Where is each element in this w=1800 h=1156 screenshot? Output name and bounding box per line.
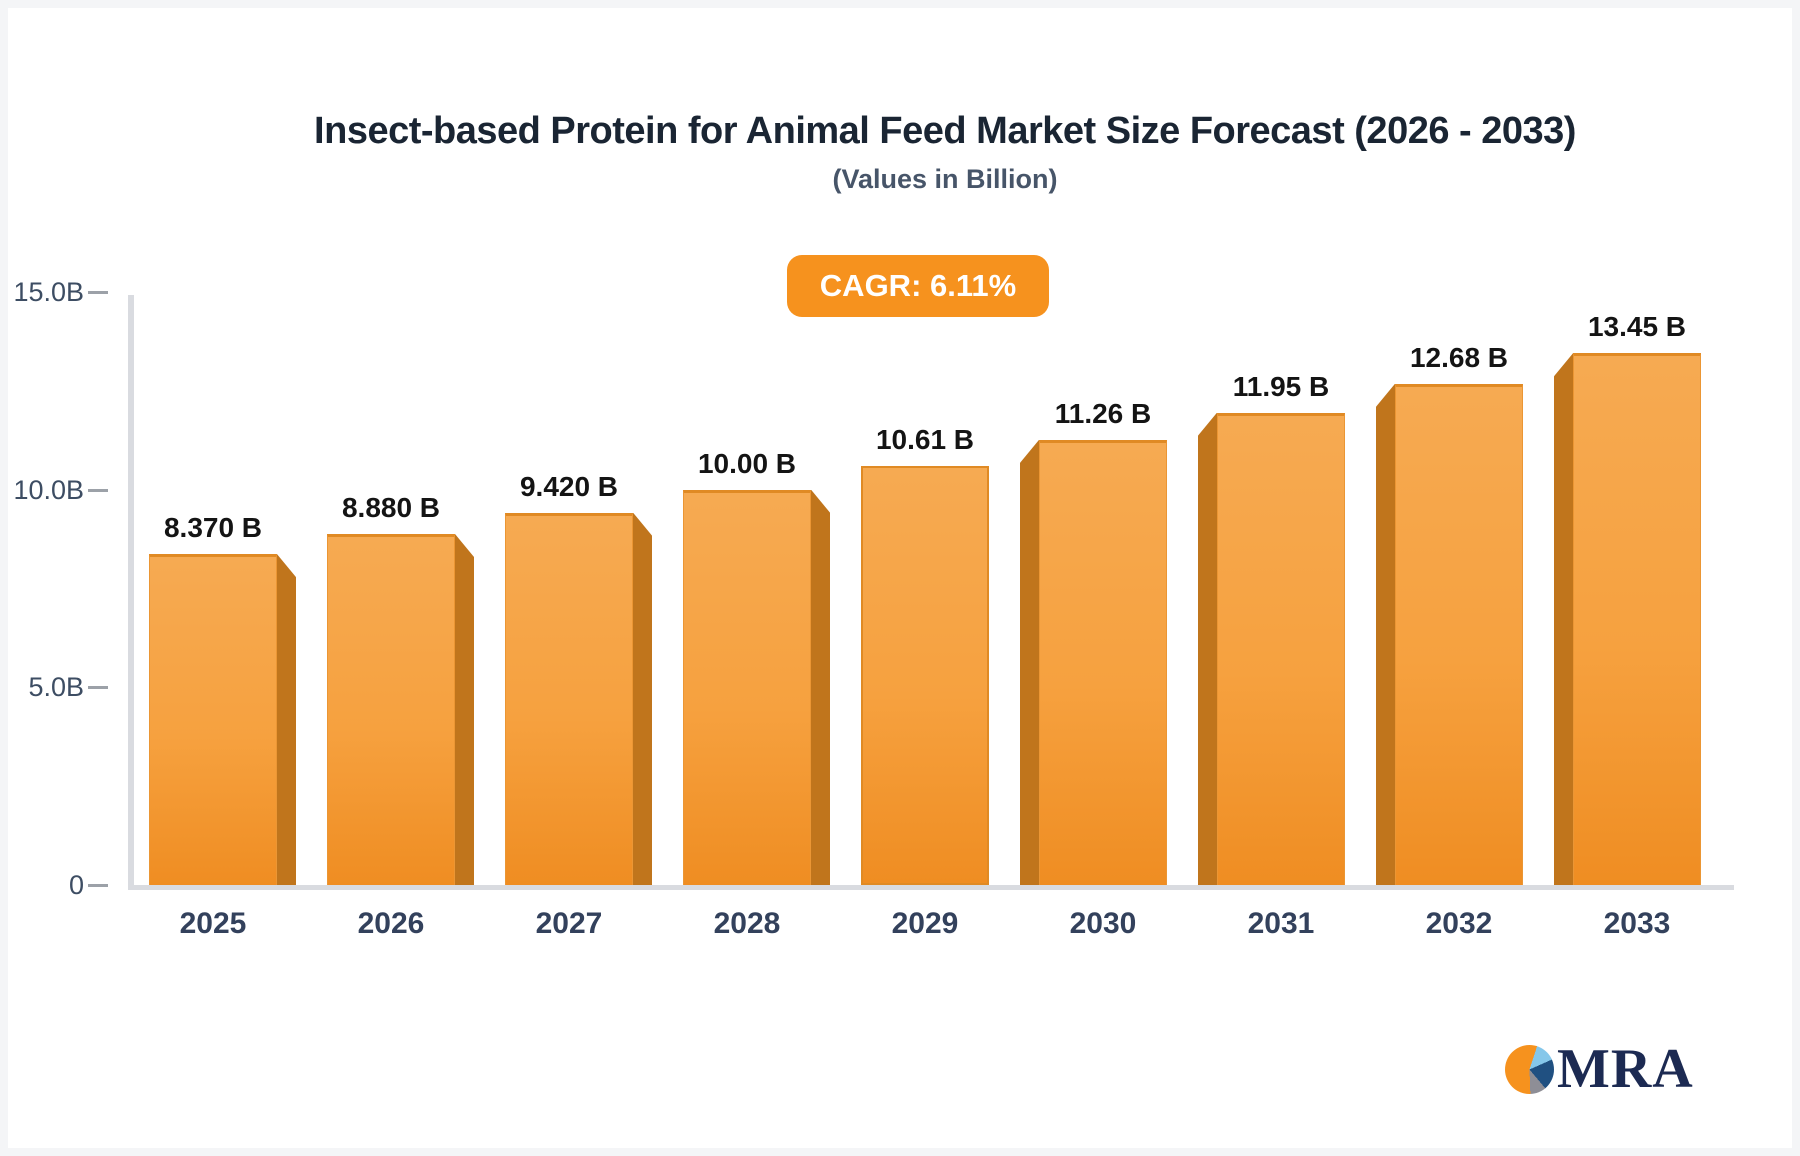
y-tick-mark (88, 686, 108, 690)
chart-card: Insect-based Protein for Animal Feed Mar… (8, 8, 1792, 1148)
x-axis-label: 2033 (1603, 907, 1671, 940)
y-tick-label: 10.0B (13, 474, 84, 505)
bar-side (1198, 412, 1217, 885)
chart-subtitle: (Values in Billion) (832, 164, 1058, 194)
x-axis-label: 2031 (1247, 907, 1315, 940)
bar-front (327, 533, 455, 885)
bar-front (149, 554, 277, 885)
bar-value-label: 8.880 B (341, 491, 441, 523)
x-axis-label: 2028 (713, 907, 781, 940)
y-tick-label: 5.0B (28, 672, 84, 703)
bar-side (1020, 439, 1039, 885)
y-tick-label: 0 (68, 870, 84, 900)
x-axis-label: 2026 (357, 907, 425, 940)
chart-header: Insect-based Protein for Animal Feed Mar… (138, 108, 1752, 195)
bar-front (1217, 412, 1345, 885)
bar-front (505, 512, 633, 885)
y-tick-mark (88, 291, 108, 294)
bar-front (1573, 353, 1701, 885)
bar-value-label: 13.45 B (1587, 311, 1687, 343)
bar-value-label: 9.420 B (519, 470, 619, 502)
x-axis-label: 2032 (1425, 907, 1493, 940)
bar-front (861, 465, 989, 885)
bar-side (455, 533, 474, 885)
bar-value-label: 11.95 B (1232, 370, 1330, 402)
bar-side (1376, 383, 1395, 885)
x-axis-label: 2029 (891, 907, 959, 940)
bar-value-label: 11.26 B (1054, 397, 1152, 429)
y-tick-label: 15.0B (13, 277, 84, 307)
bar-value-label: 10.61 B (875, 423, 975, 455)
bar-side (633, 512, 652, 885)
pie-chart-icon (1505, 1044, 1554, 1094)
bar-side (277, 554, 296, 885)
bar-chart-plot-area: 15.0B 10.0B 5.0B 0 8.370 B 2025 8.880 B 2026 9.4… (8, 8, 1792, 1148)
bar-value-label: 8.370 B (163, 512, 263, 544)
brand-text: MRA (1557, 1038, 1694, 1100)
bar-value-label: 10.00 B (697, 447, 797, 479)
bar-side (811, 489, 830, 885)
y-tick-mark (88, 884, 108, 887)
bar-side (1554, 353, 1573, 885)
x-axis-label: 2025 (179, 907, 247, 940)
bar-value-label: 12.68 B (1409, 341, 1509, 373)
y-tick-mark (88, 488, 108, 492)
x-axis-label: 2030 (1069, 907, 1137, 940)
chart-title: Insect-based Protein for Animal Feed Mar… (314, 110, 1576, 152)
y-axis (128, 295, 134, 890)
x-axis (128, 885, 1734, 890)
bar-front (1395, 383, 1523, 885)
cagr-badge: CAGR: 6.11% (787, 255, 1049, 317)
brand-logo: MRA (1505, 1037, 1694, 1101)
bar-front (1039, 439, 1167, 885)
bar-front (683, 489, 811, 885)
x-axis-label: 2027 (535, 907, 603, 940)
